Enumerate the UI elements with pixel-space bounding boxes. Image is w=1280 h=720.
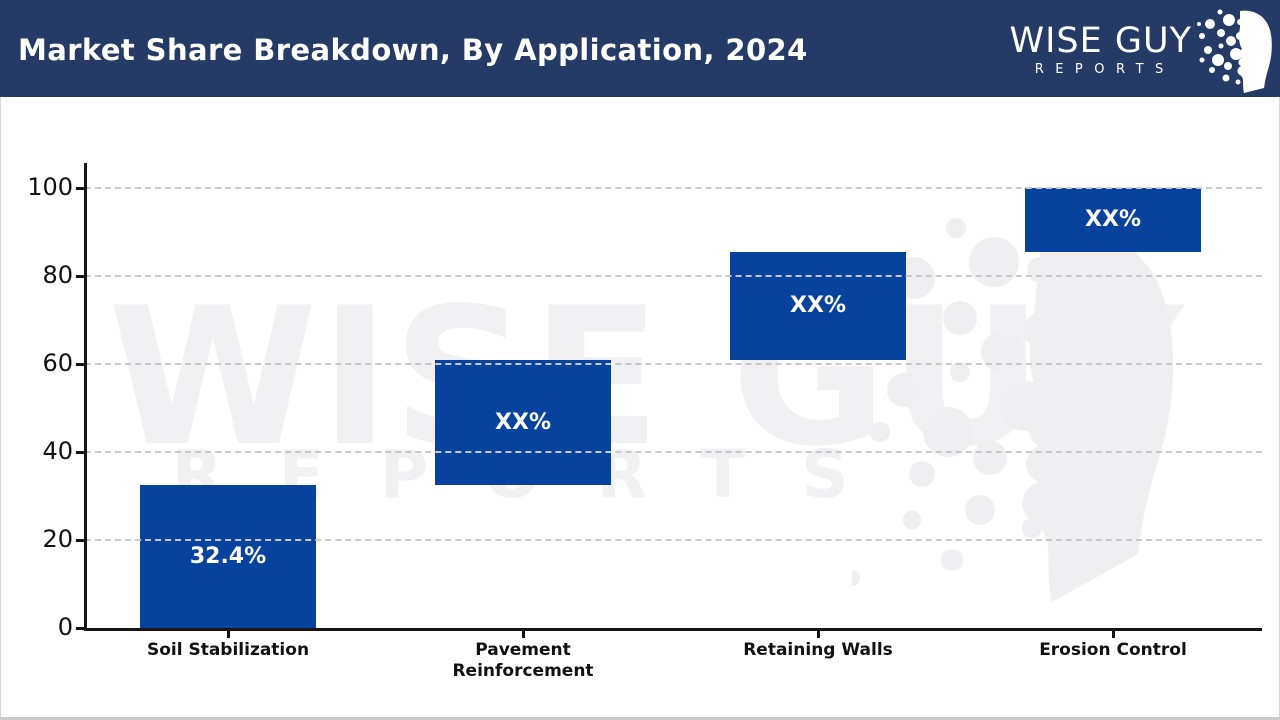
gridline — [85, 539, 1262, 541]
x-tick-mark — [227, 630, 230, 638]
logo-face-icon — [1197, 9, 1272, 93]
y-tick-mark — [76, 275, 85, 278]
x-axis-line — [84, 628, 1262, 631]
x-tick-mark — [817, 630, 820, 638]
bar-value-label: XX% — [1085, 207, 1141, 233]
bar-segment — [730, 251, 906, 360]
logo-text: WISE GUY REPORTS — [1009, 22, 1192, 77]
y-tick-mark — [76, 539, 85, 542]
bar-value-label: XX% — [495, 410, 551, 435]
x-category-label: Pavement Reinforcement — [452, 640, 594, 681]
bottom-rule — [0, 717, 1280, 720]
x-tick-mark — [522, 630, 525, 638]
y-tick-label: 20 — [42, 525, 73, 553]
bar-value-label: 32.4% — [189, 544, 267, 570]
y-tick-label: 0 — [57, 613, 73, 641]
x-category-label: Retaining Walls — [743, 640, 893, 660]
bar-segment — [435, 359, 611, 486]
header-band: Market Share Breakdown, By Application, … — [0, 0, 1280, 97]
x-category-label: Erosion Control — [1039, 640, 1187, 660]
wiseguy-logo: WISE GUY REPORTS — [1009, 6, 1272, 93]
watermark-face-icon — [852, 218, 1174, 603]
bar-value-label: XX% — [790, 293, 846, 319]
logo-brand-text: WISE GUY — [1009, 21, 1192, 61]
gridline — [85, 451, 1262, 453]
y-tick-label: 80 — [42, 261, 73, 289]
logo-sub-text: REPORTS — [1034, 62, 1175, 77]
y-tick-mark — [76, 363, 85, 366]
y-tick-label: 40 — [42, 437, 73, 465]
watermark-brand-text: WISE GUY — [108, 267, 1185, 488]
y-tick-label: 100 — [27, 173, 73, 201]
y-axis-line — [84, 163, 87, 630]
y-tick-mark — [76, 451, 85, 454]
page-title: Market Share Breakdown, By Application, … — [18, 33, 808, 67]
x-category-label: Soil Stabilization — [146, 640, 310, 660]
y-tick-mark — [76, 627, 85, 630]
y-tick-mark — [76, 187, 85, 190]
bar-segment — [1025, 188, 1201, 252]
gridline — [85, 187, 1262, 189]
y-tick-label: 60 — [42, 349, 73, 377]
x-tick-mark — [1112, 630, 1115, 638]
gridline — [85, 275, 1262, 277]
bar-segment — [140, 485, 316, 628]
gridline — [85, 363, 1262, 365]
